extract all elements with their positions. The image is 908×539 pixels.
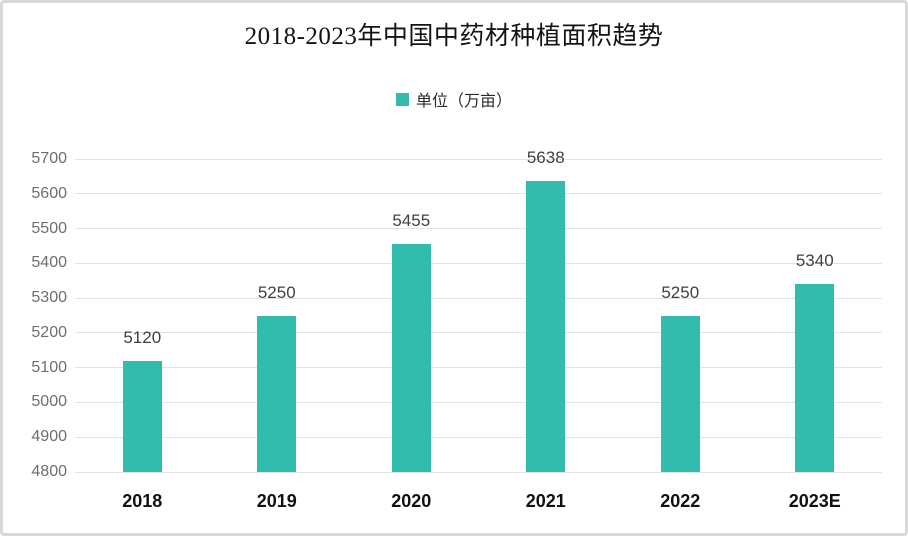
y-axis-tick-5700: 5700 — [31, 150, 67, 167]
x-axis-tick-2018: 2018 — [122, 491, 163, 511]
bar-2022 — [660, 315, 700, 472]
y-axis-tick-4900: 4900 — [31, 428, 67, 446]
gridline-5200 — [75, 332, 882, 334]
y-axis-tick-5400: 5400 — [31, 254, 67, 272]
gridline-5700 — [75, 158, 882, 160]
legend: 单位（万亩） — [3, 87, 905, 111]
y-axis-tick-5100: 5100 — [31, 358, 67, 376]
y-axis-tick-5500: 5500 — [31, 219, 67, 237]
gridline-5300 — [75, 297, 882, 299]
y-axis-tick-5300: 5300 — [31, 289, 67, 307]
data-label-2019: 5250 — [257, 282, 296, 302]
data-label-2018: 5120 — [123, 327, 162, 347]
bar-2021 — [526, 180, 566, 472]
y-axis-tick-5200: 5200 — [31, 323, 67, 341]
chart-title: 2018-2023年中国中药材种植面积趋势 — [244, 23, 664, 50]
y-axis-tick-5000: 5000 — [31, 393, 67, 411]
gridline-5600 — [75, 193, 882, 195]
data-label-2021: 5638 — [526, 147, 565, 167]
y-axis-tick-4800: 4800 — [31, 463, 67, 480]
bar-2023E — [795, 284, 835, 472]
x-axis-tick-2023E: 2023E — [788, 491, 841, 511]
legend-swatch-icon — [395, 92, 409, 106]
bar-2019 — [257, 315, 297, 472]
gridline-4900 — [75, 436, 882, 438]
plot-area: 4800 4900 5000 5100 5200 5300 5400 5500 5600 5700… — [3, 3, 908, 539]
gridline-5100 — [75, 367, 882, 369]
gridline-4800 — [75, 471, 882, 473]
gridline-5400 — [75, 262, 882, 264]
y-axis-tick-5600: 5600 — [31, 184, 67, 202]
legend-label: 单位（万亩） — [415, 93, 512, 110]
data-label-2020: 5455 — [392, 211, 431, 231]
bar-2018 — [122, 360, 162, 472]
x-axis-tick-2020: 2020 — [391, 491, 432, 511]
bar-2020 — [391, 244, 431, 472]
data-label-2022: 5250 — [661, 282, 700, 302]
data-label-2023E: 5340 — [795, 251, 834, 271]
x-axis-tick-2019: 2019 — [256, 491, 297, 511]
gridline-5500 — [75, 228, 882, 230]
x-axis-tick-2021: 2021 — [525, 491, 566, 511]
gridline-5000 — [75, 401, 882, 403]
x-axis-tick-2022: 2022 — [660, 491, 701, 511]
